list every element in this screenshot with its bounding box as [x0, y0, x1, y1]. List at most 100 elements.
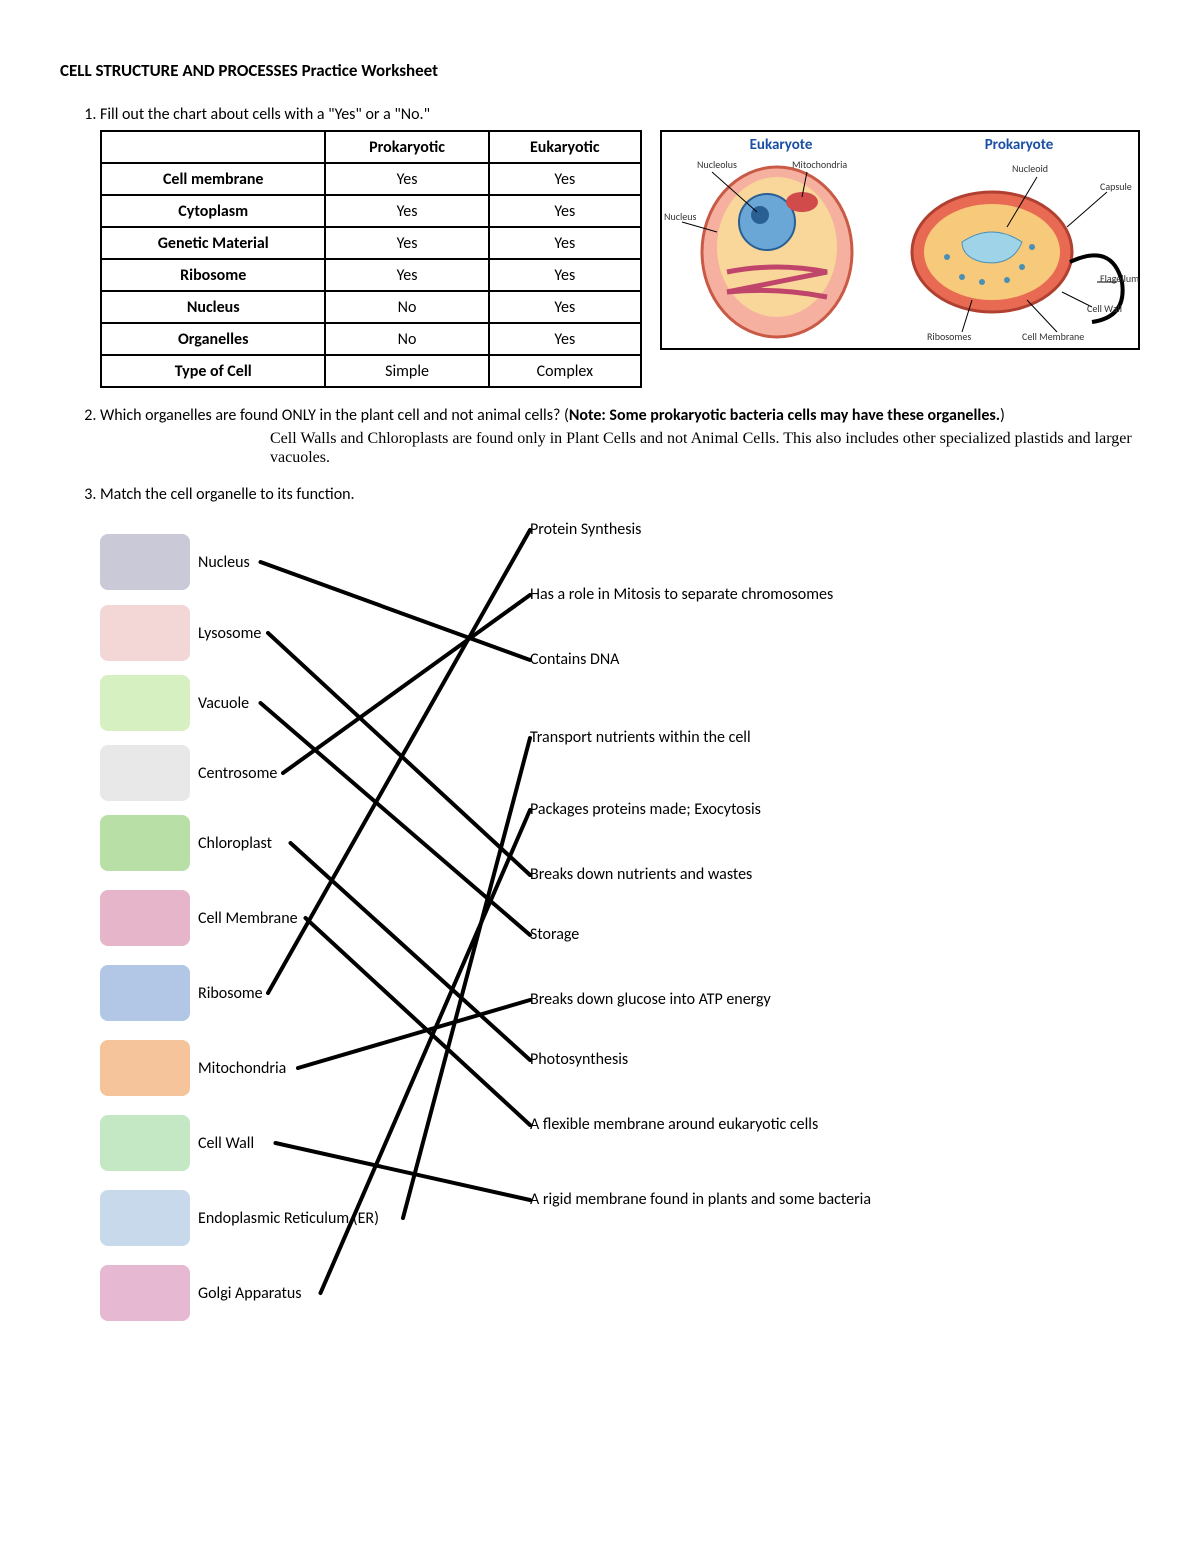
diagram-label: Nucleus: [664, 210, 696, 223]
organelle-icon: [100, 675, 190, 731]
diagram-label: Ribosomes: [927, 330, 971, 343]
function-item: Breaks down glucose into ATP energy: [530, 990, 771, 1009]
organelle-icon: [100, 965, 190, 1021]
function-item: Packages proteins made; Exocytosis: [530, 800, 761, 819]
match-line: [298, 1000, 530, 1068]
table-header-pro: Prokaryotic: [325, 131, 488, 163]
diagram-title-prokaryote: Prokaryote: [900, 136, 1138, 154]
match-line: [268, 530, 530, 993]
organelle-label: Lysosome: [198, 624, 261, 643]
organelle-item: Cell Wall: [100, 1115, 254, 1171]
organelle-icon: [100, 890, 190, 946]
row-label: Type of Cell: [101, 355, 325, 387]
organelle-item: Golgi Apparatus: [100, 1265, 302, 1321]
row-label: Organelles: [101, 323, 325, 355]
q2-prompt: Which organelles are found ONLY in the p…: [100, 406, 569, 425]
function-item: Breaks down nutrients and wastes: [530, 865, 752, 884]
organelle-item: Cell Membrane: [100, 890, 298, 946]
diagram-label: Capsule: [1100, 180, 1132, 193]
diagram-label: Cell Wall: [1087, 302, 1122, 315]
row-pro: Yes: [325, 259, 488, 291]
organelle-icon: [100, 1115, 190, 1171]
diagram-label: Mitochondria: [792, 158, 847, 171]
row-label: Ribosome: [101, 259, 325, 291]
organelle-label: Chloroplast: [198, 834, 272, 853]
match-line: [306, 918, 531, 1125]
row-label: Nucleus: [101, 291, 325, 323]
organelle-icon: [100, 534, 190, 590]
q2-note: Note: Some prokaryotic bacteria cells ma…: [569, 406, 1000, 425]
match-line: [403, 738, 530, 1218]
function-item: Has a role in Mitosis to separate chromo…: [530, 585, 833, 604]
organelle-label: Vacuole: [198, 694, 249, 713]
function-item: Contains DNA: [530, 650, 619, 669]
diagram-label: Nucleolus: [697, 158, 737, 171]
row-euk: Yes: [489, 227, 641, 259]
row-label: Cytoplasm: [101, 195, 325, 227]
function-item: Storage: [530, 925, 579, 944]
question-list: Fill out the chart about cells with a "Y…: [60, 105, 1140, 1380]
row-euk: Yes: [489, 323, 641, 355]
function-item: A rigid membrane found in plants and som…: [530, 1190, 871, 1209]
q2-answer: Cell Walls and Chloroplasts are found on…: [270, 430, 1132, 466]
table-header-euk: Eukaryotic: [489, 131, 641, 163]
row-pro: Simple: [325, 355, 488, 387]
organelle-item: Chloroplast: [100, 815, 272, 871]
row-label: Cell membrane: [101, 163, 325, 195]
cell-diagram: Eukaryote Prokaryote: [660, 130, 1140, 350]
organelle-label: Endoplasmic Reticulum (ER): [198, 1209, 379, 1228]
function-item: Transport nutrients within the cell: [530, 728, 751, 747]
table-row: OrganellesNoYes: [101, 323, 641, 355]
table-row: Genetic MaterialYesYes: [101, 227, 641, 259]
organelle-label: Golgi Apparatus: [198, 1284, 302, 1303]
table-row: Type of CellSimpleComplex: [101, 355, 641, 387]
row-euk: Complex: [489, 355, 641, 387]
question-3: Match the cell organelle to its function…: [100, 485, 1140, 1380]
organelle-item: Lysosome: [100, 605, 261, 661]
matching-area: Nucleus Lysosome Vacuole Centrosome Chloropl…: [100, 510, 1100, 1380]
organelle-icon: [100, 605, 190, 661]
comparison-table: Prokaryotic Eukaryotic Cell membraneYesY…: [100, 130, 642, 388]
organelle-label: Cell Wall: [198, 1134, 254, 1153]
row-pro: Yes: [325, 163, 488, 195]
organelle-icon: [100, 1265, 190, 1321]
table-row: RibosomeYesYes: [101, 259, 641, 291]
diagram-title-eukaryote: Eukaryote: [662, 136, 900, 154]
function-item: Photosynthesis: [530, 1050, 628, 1069]
worksheet-title: CELL STRUCTURE AND PROCESSES Practice Wo…: [60, 60, 1140, 81]
organelle-label: Mitochondria: [198, 1059, 286, 1078]
organelle-item: Endoplasmic Reticulum (ER): [100, 1190, 379, 1246]
organelle-label: Cell Membrane: [198, 909, 298, 928]
q3-prompt: Match the cell organelle to its function…: [100, 485, 355, 504]
organelle-item: Centrosome: [100, 745, 277, 801]
organelle-item: Vacuole: [100, 675, 249, 731]
organelle-label: Nucleus: [198, 553, 250, 572]
q1-prompt: Fill out the chart about cells with a "Y…: [100, 105, 430, 124]
function-item: Protein Synthesis: [530, 520, 641, 539]
organelle-label: Centrosome: [198, 764, 277, 783]
organelle-icon: [100, 745, 190, 801]
row-label: Genetic Material: [101, 227, 325, 259]
q2-close: ): [1000, 406, 1005, 425]
question-2: Which organelles are found ONLY in the p…: [100, 406, 1140, 467]
organelle-item: Ribosome: [100, 965, 263, 1021]
row-euk: Yes: [489, 195, 641, 227]
diagram-label: Cell Membrane: [1022, 330, 1084, 343]
table-row: NucleusNoYes: [101, 291, 641, 323]
organelle-icon: [100, 815, 190, 871]
organelle-icon: [100, 1040, 190, 1096]
function-item: A flexible membrane around eukaryotic ce…: [530, 1115, 818, 1134]
row-pro: No: [325, 323, 488, 355]
table-row: CytoplasmYesYes: [101, 195, 641, 227]
table-row: Cell membraneYesYes: [101, 163, 641, 195]
row-pro: Yes: [325, 227, 488, 259]
diagram-label: Flagellum: [1100, 272, 1139, 285]
row-pro: No: [325, 291, 488, 323]
match-line: [261, 562, 531, 660]
organelle-item: Nucleus: [100, 534, 250, 590]
row-euk: Yes: [489, 259, 641, 291]
row-euk: Yes: [489, 163, 641, 195]
organelle-icon: [100, 1190, 190, 1246]
organelle-label: Ribosome: [198, 984, 263, 1003]
question-1: Fill out the chart about cells with a "Y…: [100, 105, 1140, 388]
